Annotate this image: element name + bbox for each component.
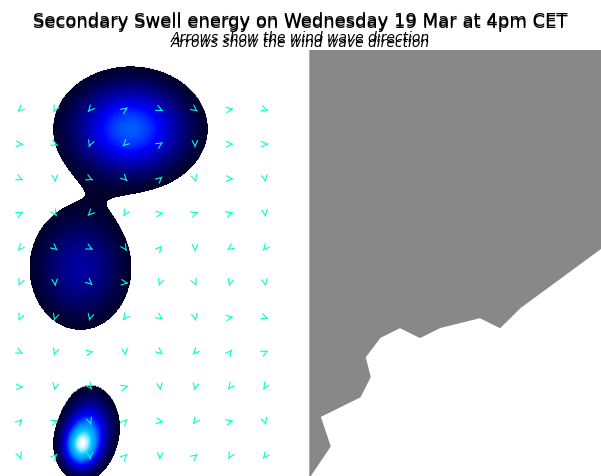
- Text: Secondary Swell energy on Wednesday 19 Mar at 4pm CET: Secondary Swell energy on Wednesday 19 M…: [33, 12, 568, 30]
- Text: Secondary Swell energy on Wednesday 19 Mar at 4pm CET: Secondary Swell energy on Wednesday 19 M…: [33, 14, 568, 32]
- Text: Arrows show the wind wave direction: Arrows show the wind wave direction: [171, 31, 430, 45]
- Polygon shape: [310, 50, 601, 476]
- Text: Arrows show the wind wave direction: Arrows show the wind wave direction: [171, 36, 430, 50]
